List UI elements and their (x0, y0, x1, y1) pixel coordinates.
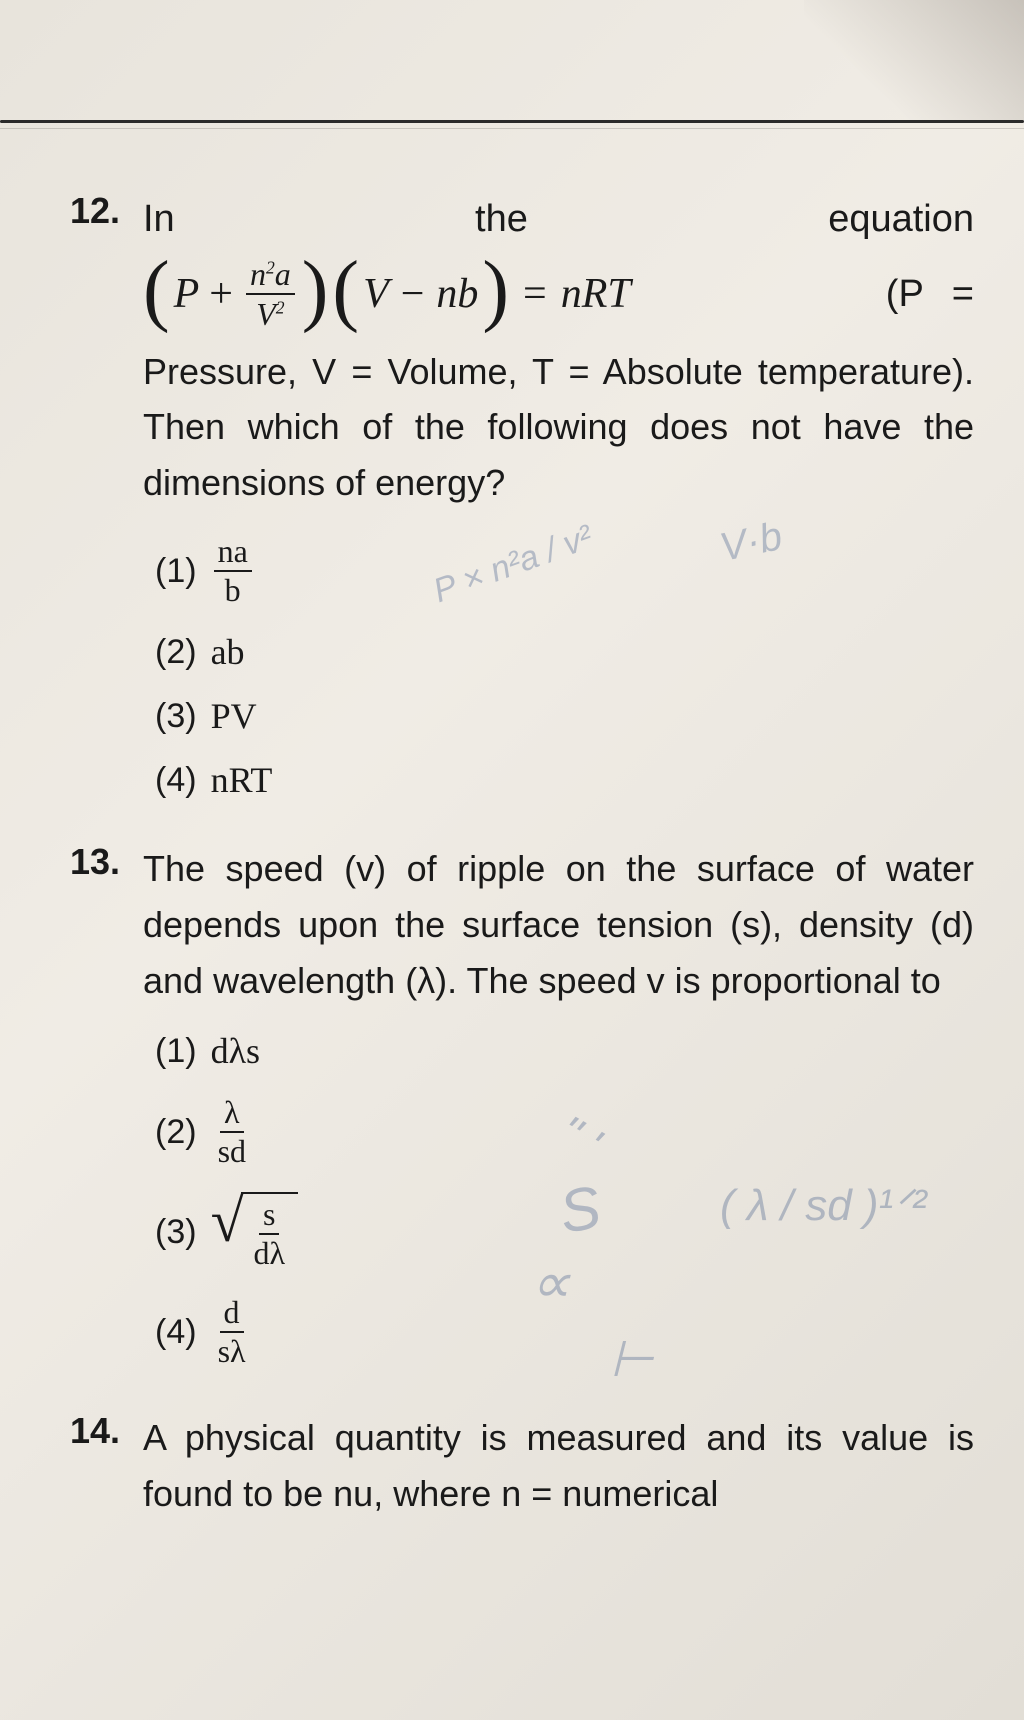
frac-den: V2 (252, 295, 288, 333)
tail-P-equals: (P = (886, 265, 974, 324)
var-P: P (174, 269, 200, 319)
op-eq: = (523, 269, 547, 319)
tail-eq: = (952, 265, 974, 324)
fraction: dsλ (214, 1294, 250, 1370)
option-row[interactable]: (2) λsd (155, 1094, 974, 1170)
option-body: nRT (211, 759, 273, 801)
text-the: the (475, 190, 528, 249)
question-body: In the equation ( P + n2a V2 ) ( (143, 190, 974, 511)
option-row[interactable]: (3) √sdλ (155, 1192, 974, 1272)
question-number: 14. (70, 1410, 125, 1452)
question-13: 13. The speed (v) of ripple on the surfa… (70, 841, 974, 1008)
op-plus: + (209, 269, 233, 319)
frac-num: s (259, 1196, 279, 1235)
frac-den: sd (214, 1133, 250, 1170)
option-number: (1) (155, 1032, 197, 1071)
equation-row: ( P + n2a V2 ) ( V − nb ) = (143, 255, 974, 334)
rhs-nRT: nRT (561, 269, 631, 319)
radicand: sdλ (241, 1192, 299, 1272)
question-body: A physical quantity is measured and its … (143, 1410, 974, 1522)
fraction: nab (214, 533, 252, 609)
option-body: nab (211, 533, 255, 609)
var-nb: nb (436, 269, 478, 319)
question-12: 12. In the equation ( P + n2a V2 (70, 190, 974, 511)
content-area: 12. In the equation ( P + n2a V2 (70, 190, 974, 1522)
option-body: √sdλ (211, 1192, 298, 1272)
lparen-icon: ( (143, 258, 170, 322)
lparen2-icon: ( (332, 258, 359, 322)
fraction: λsd (214, 1094, 250, 1170)
question-number: 13. (70, 841, 125, 883)
frac-num: n2a (246, 255, 295, 295)
tail-P: (P (886, 265, 924, 324)
frac-den: dλ (250, 1235, 290, 1272)
rparen-icon: ) (302, 258, 329, 322)
option-number: (1) (155, 552, 197, 591)
option-body: λsd (211, 1094, 253, 1170)
option-body: dsλ (211, 1294, 253, 1370)
option-row[interactable]: (1) nab (155, 533, 974, 609)
text-equation: equation (828, 190, 974, 249)
option-body: dλs (211, 1030, 260, 1072)
question-14: 14. A physical quantity is measured and … (70, 1410, 974, 1522)
q12-options: (1) nab (2) ab (3) PV (4) nRT (155, 533, 974, 801)
text-in: In (143, 190, 175, 249)
option-row[interactable]: (4) nRT (155, 759, 974, 801)
option-number: (3) (155, 1213, 197, 1252)
frac-den: sλ (214, 1333, 250, 1370)
question-number: 12. (70, 190, 125, 232)
option-row[interactable]: (1) dλs (155, 1030, 974, 1072)
question-12-prose: Pressure, V = Volume, T = Absolute tempe… (143, 344, 974, 511)
frac-num: λ (220, 1094, 244, 1133)
option-row[interactable]: (4) dsλ (155, 1294, 974, 1370)
option-number: (4) (155, 761, 197, 800)
option-number: (4) (155, 1313, 197, 1352)
radical-icon: √ (211, 1206, 244, 1286)
q13-options: (1)dλs(2)λsd(3)√sdλ(4)dsλ (155, 1030, 974, 1370)
horizontal-rule-shadow (0, 128, 1024, 129)
var-V: V (363, 269, 389, 319)
square-root: √sdλ (211, 1192, 298, 1272)
question-12-line1: In the equation (143, 190, 974, 249)
fraction: sdλ (250, 1196, 290, 1272)
frac-den: b (221, 572, 245, 609)
option-number: (3) (155, 697, 197, 736)
horizontal-rule (0, 120, 1024, 123)
vdw-equation: ( P + n2a V2 ) ( V − nb ) = (143, 255, 631, 334)
page-root: 12. In the equation ( P + n2a V2 (0, 0, 1024, 1720)
option-body: PV (211, 695, 257, 737)
option-row[interactable]: (2) ab (155, 631, 974, 673)
frac-num: na (214, 533, 252, 572)
rparen2-icon: ) (482, 258, 509, 322)
option-body: ab (211, 631, 245, 673)
question-body: The speed (v) of ripple on the surface o… (143, 841, 974, 1008)
frac-num: d (220, 1294, 244, 1333)
option-number: (2) (155, 633, 197, 672)
option-number: (2) (155, 1113, 197, 1152)
frac-n2a-v2: n2a V2 (246, 255, 295, 334)
op-minus: − (401, 269, 425, 319)
option-row[interactable]: (3) PV (155, 695, 974, 737)
